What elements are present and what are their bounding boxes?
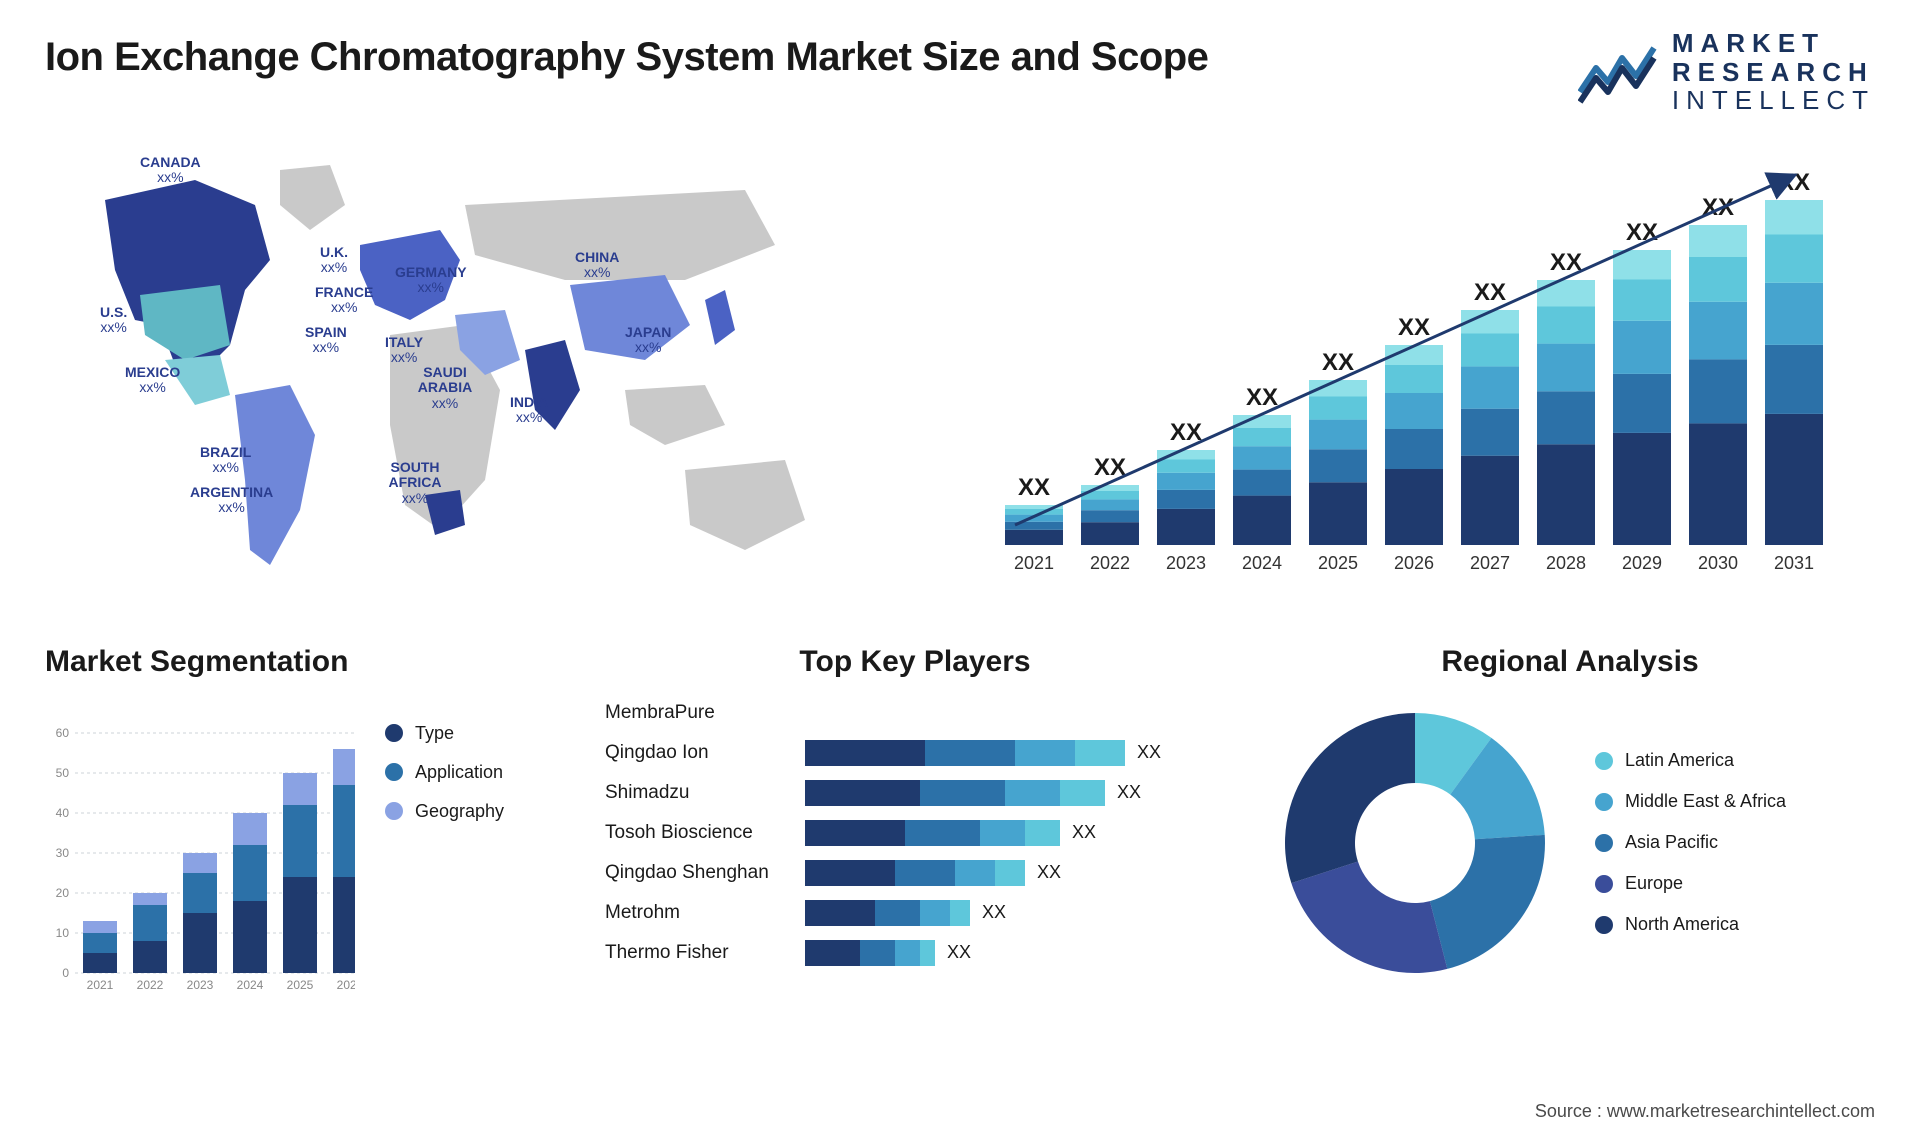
svg-text:60: 60: [56, 726, 70, 740]
player-row: [805, 693, 1225, 733]
svg-text:2022: 2022: [1090, 553, 1130, 573]
map-label-italy: ITALYxx%: [385, 335, 423, 366]
svg-text:30: 30: [56, 846, 70, 860]
seg-legend-item: Application: [385, 762, 504, 783]
players-names: MembraPureQingdao IonShimadzuTosoh Biosc…: [605, 693, 805, 973]
map-label-france: FRANCExx%: [315, 285, 373, 316]
svg-text:2028: 2028: [1546, 553, 1586, 573]
map-label-india: INDIAxx%: [510, 395, 548, 426]
regional-donut: [1265, 693, 1565, 993]
player-row: XX: [805, 773, 1225, 813]
svg-text:2029: 2029: [1622, 553, 1662, 573]
region-legend-item: Latin America: [1595, 750, 1786, 771]
player-row: XX: [805, 813, 1225, 853]
world-map: CANADAxx% U.S.xx% MEXICOxx% BRAZILxx% ARGENT…: [45, 145, 945, 595]
svg-text:2022: 2022: [137, 978, 164, 992]
regional-title: Regional Analysis: [1265, 645, 1875, 679]
svg-text:2027: 2027: [1470, 553, 1510, 573]
svg-text:XX: XX: [1322, 349, 1354, 376]
seg-legend-item: Type: [385, 723, 504, 744]
player-name: Qingdao Shenghan: [605, 853, 805, 893]
svg-text:2024: 2024: [237, 978, 264, 992]
map-label-spain: SPAINxx%: [305, 325, 347, 356]
svg-text:2025: 2025: [287, 978, 314, 992]
map-label-germany: GERMANYxx%: [395, 265, 467, 296]
map-label-brazil: BRAZILxx%: [200, 445, 251, 476]
svg-text:2021: 2021: [1014, 553, 1054, 573]
svg-text:2026: 2026: [337, 978, 355, 992]
player-name: Thermo Fisher: [605, 933, 805, 973]
player-row: XX: [805, 853, 1225, 893]
map-label-saudiarabia: SAUDI ARABIAxx%: [405, 365, 485, 411]
regional-legend: Latin America Middle East & Africa Asia Pa…: [1595, 750, 1786, 935]
seg-legend-item: Geography: [385, 801, 504, 822]
map-label-southafrica: SOUTH AFRICAxx%: [375, 460, 455, 506]
page-title: Ion Exchange Chromatography System Marke…: [45, 35, 1208, 80]
segmentation-chart: 0 10 20 30 40 50 60 2021 2022 2023 2024 2025 2026: [45, 693, 355, 993]
players-bars: XXXXXXXXXXXX: [805, 693, 1225, 973]
svg-text:XX: XX: [1018, 474, 1050, 501]
svg-text:XX: XX: [1474, 279, 1506, 306]
growth-chart: XX 2021 XX 2022 XX 2023 XX 2024 XX 2025 XX 2026 XX 20…: [985, 145, 1875, 595]
players-title: Top Key Players: [605, 645, 1225, 679]
map-label-canada: CANADAxx%: [140, 155, 201, 186]
segmentation-legend: Type Application Geography: [385, 693, 504, 993]
svg-text:2025: 2025: [1318, 553, 1358, 573]
player-row: XX: [805, 733, 1225, 773]
svg-text:XX: XX: [1626, 219, 1658, 246]
region-legend-item: North America: [1595, 914, 1786, 935]
region-legend-item: Europe: [1595, 873, 1786, 894]
player-row: XX: [805, 933, 1225, 973]
map-label-china: CHINAxx%: [575, 250, 619, 281]
logo-line3: INTELLECT: [1672, 86, 1875, 115]
svg-text:XX: XX: [1398, 314, 1430, 341]
map-label-mexico: MEXICOxx%: [125, 365, 180, 396]
svg-text:2024: 2024: [1242, 553, 1282, 573]
region-legend-item: Asia Pacific: [1595, 832, 1786, 853]
region-legend-item: Middle East & Africa: [1595, 791, 1786, 812]
svg-text:XX: XX: [1702, 194, 1734, 221]
svg-text:2031: 2031: [1774, 553, 1814, 573]
svg-text:2026: 2026: [1394, 553, 1434, 573]
svg-text:20: 20: [56, 886, 70, 900]
svg-text:XX: XX: [1246, 384, 1278, 411]
map-label-argentina: ARGENTINAxx%: [190, 485, 273, 516]
svg-text:40: 40: [56, 806, 70, 820]
svg-text:XX: XX: [1778, 169, 1810, 196]
player-name: Tosoh Bioscience: [605, 813, 805, 853]
player-name: Shimadzu: [605, 773, 805, 813]
player-name: MembraPure: [605, 693, 805, 733]
map-label-uk: U.K.xx%: [320, 245, 348, 276]
svg-text:2021: 2021: [87, 978, 114, 992]
logo-line1: MARKET: [1672, 29, 1875, 58]
svg-text:2030: 2030: [1698, 553, 1738, 573]
svg-text:50: 50: [56, 766, 70, 780]
map-label-us: U.S.xx%: [100, 305, 127, 336]
svg-text:0: 0: [62, 966, 69, 980]
svg-text:2023: 2023: [187, 978, 214, 992]
segmentation-title: Market Segmentation: [45, 645, 565, 679]
logo-line2: RESEARCH: [1672, 58, 1875, 87]
logo: MARKET RESEARCH INTELLECT: [1578, 29, 1875, 115]
player-name: Metrohm: [605, 893, 805, 933]
svg-text:2023: 2023: [1166, 553, 1206, 573]
logo-icon: [1578, 40, 1658, 104]
map-label-japan: JAPANxx%: [625, 325, 671, 356]
source-label: Source : www.marketresearchintellect.com: [1535, 1101, 1875, 1122]
player-name: Qingdao Ion: [605, 733, 805, 773]
player-row: XX: [805, 893, 1225, 933]
svg-text:10: 10: [56, 926, 70, 940]
